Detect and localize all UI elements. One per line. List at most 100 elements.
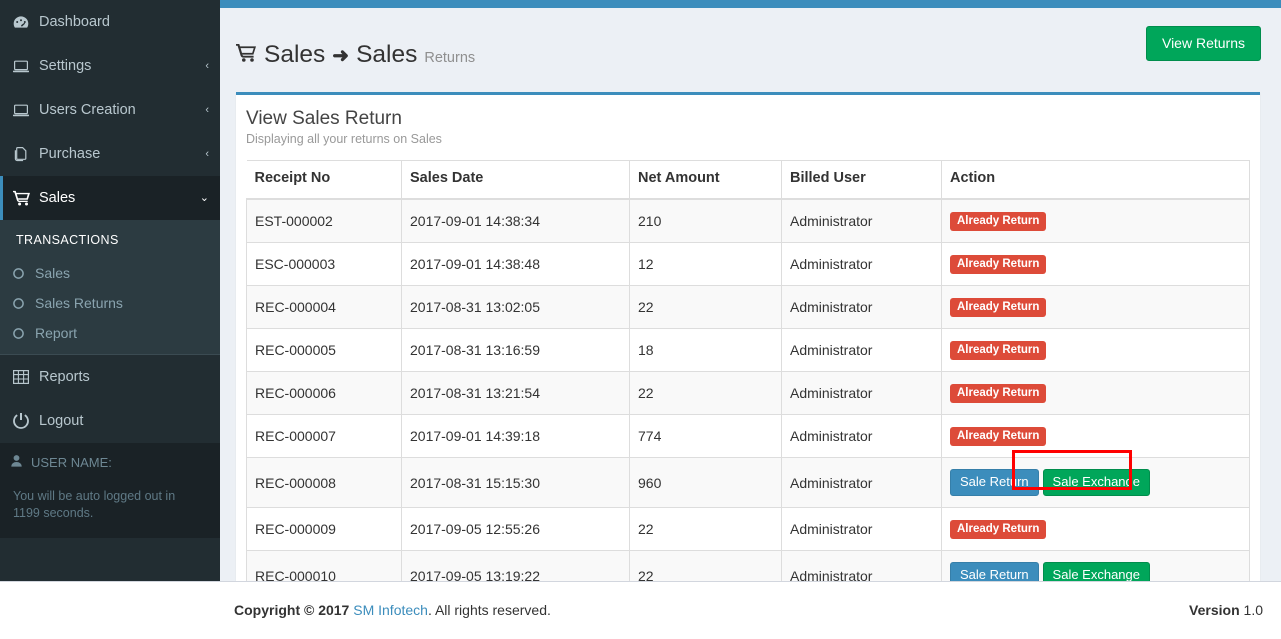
table-row: REC-000006 2017-08-31 13:21:54 22 Administr… bbox=[246, 371, 1250, 415]
cell-action: Already Return bbox=[941, 414, 1250, 458]
table-header: Receipt No Sales Date Net Amount Billed Use… bbox=[246, 160, 1250, 200]
cell-net-amount: 22 bbox=[629, 507, 782, 552]
already-return-badge: Already Return bbox=[950, 298, 1047, 317]
cell-billed-user: Administrator bbox=[781, 328, 942, 372]
page-title-primary: Sales bbox=[264, 41, 326, 69]
sidebar-item-label: Users Creation bbox=[39, 102, 136, 118]
arrow-right-icon: ➜ bbox=[332, 45, 350, 68]
cell-action: Sale Return Sale Exchange bbox=[941, 450, 1250, 509]
column-header-net-amount: Net Amount bbox=[629, 160, 782, 200]
footer-copyright-prefix: Copyright © 2017 bbox=[234, 602, 350, 618]
cell-action: Already Return bbox=[941, 199, 1250, 243]
sales-return-panel: View Sales Return Displaying all your re… bbox=[236, 92, 1260, 622]
cell-action: Already Return bbox=[941, 371, 1250, 415]
cell-sales-date: 2017-08-31 15:15:30 bbox=[401, 457, 630, 509]
already-return-badge: Already Return bbox=[950, 212, 1047, 231]
table-body: EST-000002 2017-09-01 14:38:34 210 Administ… bbox=[246, 199, 1250, 602]
already-return-badge: Already Return bbox=[950, 427, 1047, 446]
laptop-icon bbox=[13, 60, 39, 73]
table-row: ESC-000003 2017-09-01 14:38:48 12 Administr… bbox=[246, 242, 1250, 286]
cell-sales-date: 2017-08-31 13:02:05 bbox=[401, 285, 630, 329]
cell-net-amount: 774 bbox=[629, 414, 782, 458]
sidebar-item-users-creation[interactable]: Users Creation ‹ bbox=[0, 88, 220, 132]
cell-receipt-no: REC-000009 bbox=[246, 507, 402, 552]
column-header-action: Action bbox=[941, 160, 1250, 200]
sidebar-item-label: Sales bbox=[39, 190, 76, 206]
sidebar-item-label: Dashboard bbox=[39, 14, 110, 30]
chevron-icon: ‹ bbox=[205, 59, 209, 72]
chevron-icon: ‹ bbox=[205, 147, 209, 160]
table-row: REC-000005 2017-08-31 13:16:59 18 Administr… bbox=[246, 328, 1250, 372]
cell-net-amount: 12 bbox=[629, 242, 782, 286]
panel-title: View Sales Return bbox=[246, 108, 402, 129]
sidebar-submenu-sales: TRANSACTIONS Sales Sales Returns Report bbox=[0, 220, 220, 354]
sidebar-divider bbox=[0, 354, 220, 355]
sidebar-item-settings[interactable]: Settings ‹ bbox=[0, 44, 220, 88]
sidebar-subitem-report[interactable]: Report bbox=[0, 318, 220, 348]
table-row: REC-000007 2017-09-01 14:39:18 774 Administ… bbox=[246, 414, 1250, 458]
table-row: REC-000008 2017-08-31 15:15:30 960 Administ… bbox=[246, 450, 1250, 509]
sidebar-item-sales[interactable]: Sales ⌄ bbox=[0, 176, 220, 220]
panel-description: Displaying all your returns on Sales bbox=[246, 132, 442, 146]
sidebar-item-purchase[interactable]: Purchase ‹ bbox=[0, 132, 220, 176]
table-row: REC-000004 2017-08-31 13:02:05 22 Administr… bbox=[246, 285, 1250, 329]
cell-action: Already Return bbox=[941, 242, 1250, 286]
auto-logout-timer-text: You will be auto logged out in 1199 seco… bbox=[13, 489, 176, 520]
sales-returns-table: Receipt No Sales Date Net Amount Billed Use… bbox=[246, 160, 1250, 602]
files-copy-icon bbox=[13, 146, 39, 162]
sale-exchange-button[interactable]: Sale Exchange bbox=[1042, 469, 1150, 497]
cell-action: Already Return bbox=[941, 507, 1250, 552]
view-returns-button[interactable]: View Returns bbox=[1145, 26, 1261, 61]
sidebar-item-reports[interactable]: Reports bbox=[0, 355, 220, 399]
power-off-icon bbox=[13, 413, 39, 429]
table-container: Receipt No Sales Date Net Amount Billed Use… bbox=[236, 146, 1260, 622]
cell-net-amount: 18 bbox=[629, 328, 782, 372]
already-return-badge: Already Return bbox=[950, 384, 1047, 403]
already-return-badge: Already Return bbox=[950, 520, 1047, 540]
column-header-receipt-no: Receipt No bbox=[246, 160, 402, 200]
cell-receipt-no: REC-000005 bbox=[246, 328, 402, 372]
cell-receipt-no: ESC-000003 bbox=[246, 242, 402, 286]
cell-net-amount: 22 bbox=[629, 371, 782, 415]
cell-net-amount: 960 bbox=[629, 457, 782, 509]
sidebar-user-panel: USER NAME: You will be auto logged out i… bbox=[0, 443, 220, 538]
footer-brand-link[interactable]: SM Infotech bbox=[353, 602, 428, 618]
cell-net-amount: 22 bbox=[629, 285, 782, 329]
page-title-secondary: Sales bbox=[356, 41, 418, 69]
sidebar-subitem-sales[interactable]: Sales bbox=[0, 258, 220, 288]
cell-sales-date: 2017-09-01 14:38:34 bbox=[401, 199, 630, 243]
main-content: Sales ➜ Sales Returns View Returns View … bbox=[220, 0, 1281, 622]
cell-action: Already Return bbox=[941, 285, 1250, 329]
table-header-row: Receipt No Sales Date Net Amount Billed Use… bbox=[246, 160, 1250, 200]
top-accent-bar bbox=[220, 0, 1281, 8]
table-row: REC-000009 2017-09-05 12:55:26 22 Administr… bbox=[246, 507, 1250, 552]
panel-header: View Sales Return Displaying all your re… bbox=[236, 95, 1260, 146]
footer-version-value: 1.0 bbox=[1243, 602, 1263, 618]
table-grid-icon bbox=[13, 370, 39, 384]
sidebar-subitem-sales-returns[interactable]: Sales Returns bbox=[0, 288, 220, 318]
column-header-billed-user: Billed User bbox=[781, 160, 942, 200]
sidebar-item-logout[interactable]: Logout bbox=[0, 399, 220, 443]
footer-inner: Copyright © 2017 SM Infotech. All rights… bbox=[0, 582, 1281, 618]
table-row: EST-000002 2017-09-01 14:38:34 210 Administ… bbox=[246, 199, 1250, 243]
cell-billed-user: Administrator bbox=[781, 371, 942, 415]
chevron-icon: ‹ bbox=[205, 103, 209, 116]
user-name-row: USER NAME: bbox=[0, 455, 220, 470]
laptop-icon bbox=[13, 104, 39, 117]
circle-o-icon bbox=[13, 297, 35, 309]
sidebar-item-label: Settings bbox=[39, 58, 92, 74]
user-icon bbox=[11, 455, 31, 470]
cell-action: Already Return bbox=[941, 328, 1250, 372]
sidebar-item-label: Purchase bbox=[39, 146, 101, 162]
user-name-label: USER NAME: bbox=[31, 455, 112, 470]
submenu-header-transactions: TRANSACTIONS bbox=[16, 233, 119, 247]
sidebar-item-dashboard[interactable]: Dashboard bbox=[0, 0, 220, 44]
sidebar-item-label: Reports bbox=[39, 369, 90, 385]
sidebar-subitem-label: Sales Returns bbox=[35, 295, 123, 311]
column-header-sales-date: Sales Date bbox=[401, 160, 630, 200]
sale-return-button[interactable]: Sale Return bbox=[950, 469, 1039, 497]
cell-receipt-no: REC-000007 bbox=[246, 414, 402, 458]
cell-billed-user: Administrator bbox=[781, 457, 942, 509]
cell-billed-user: Administrator bbox=[781, 199, 942, 243]
